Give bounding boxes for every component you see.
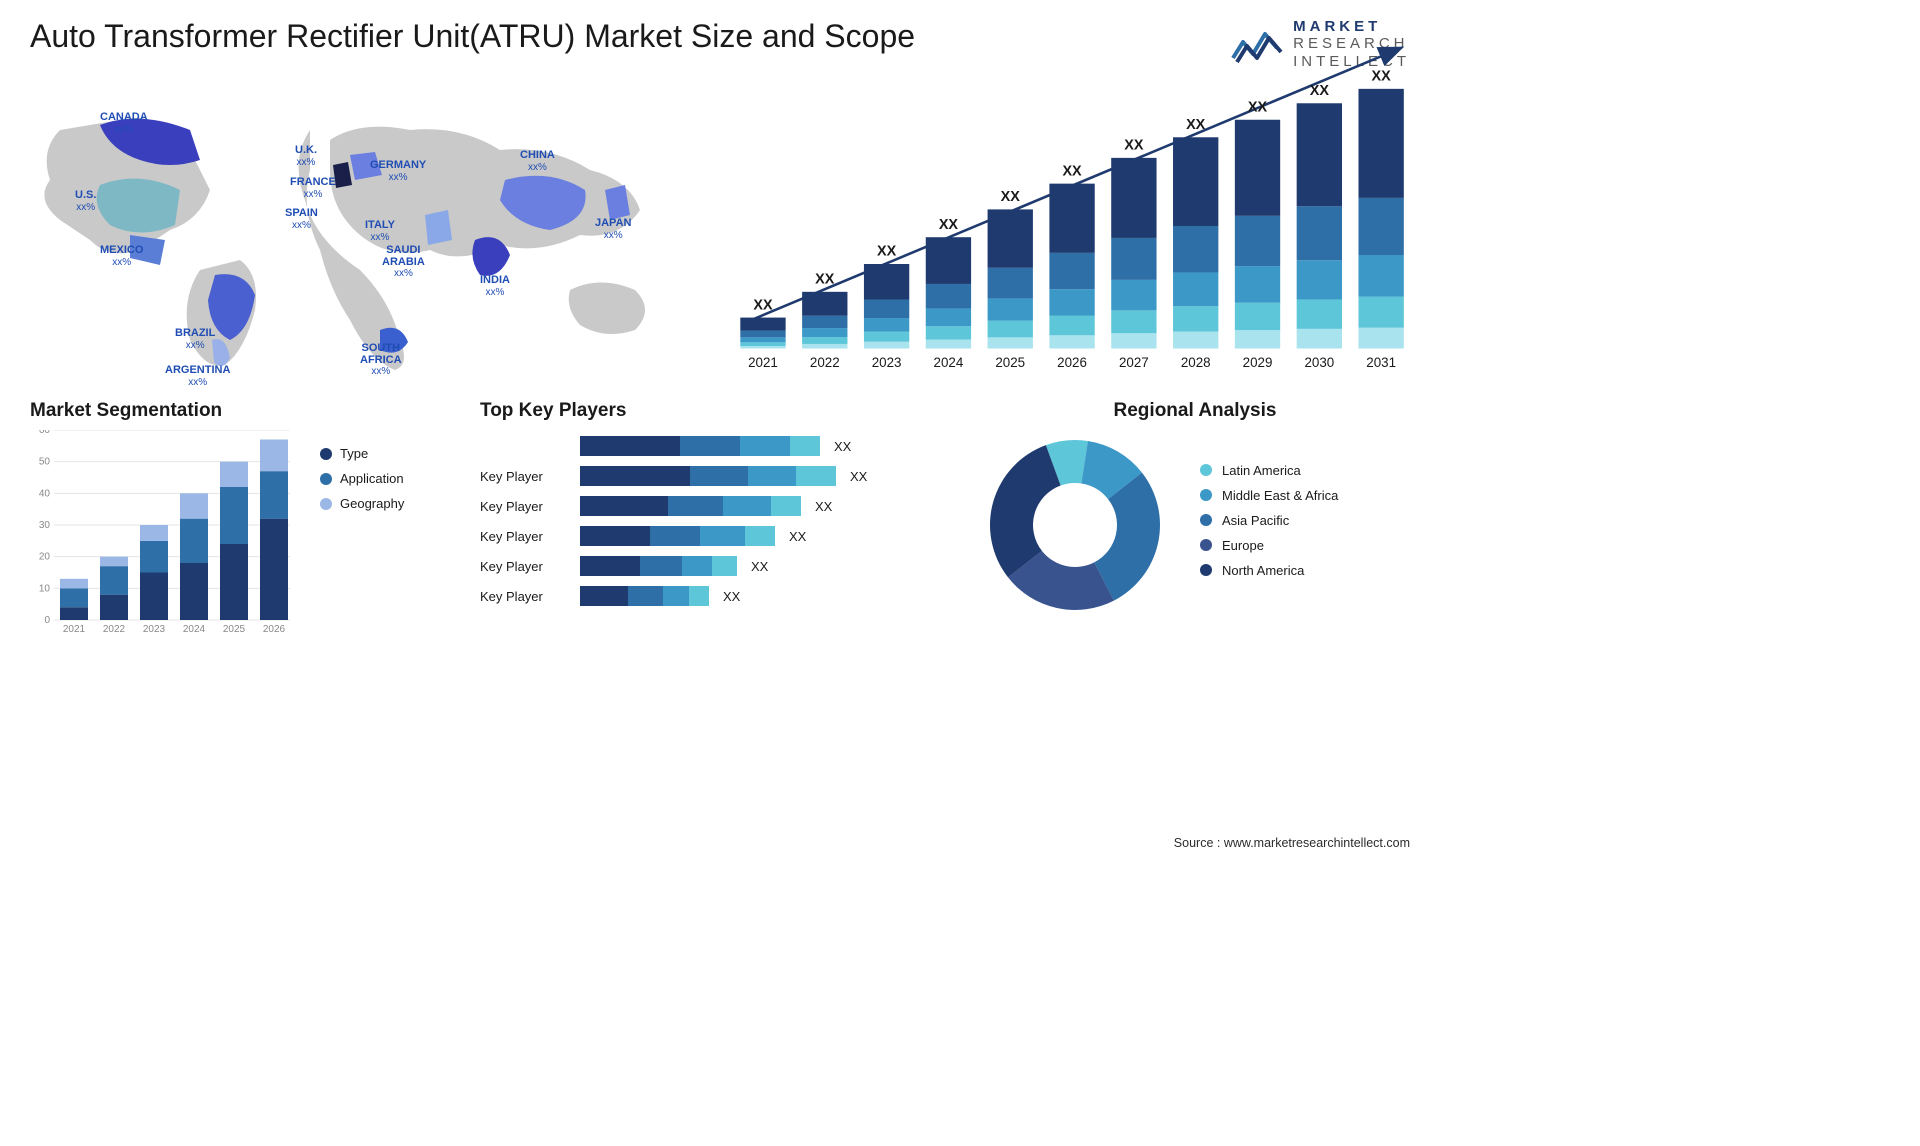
- svg-text:2030: 2030: [1304, 355, 1334, 370]
- svg-text:XX: XX: [877, 244, 897, 260]
- country-label: MEXICOxx%: [100, 245, 143, 268]
- country-label: BRAZILxx%: [175, 328, 215, 351]
- segmentation-legend: Type Application Geography: [320, 446, 404, 521]
- svg-text:2026: 2026: [263, 624, 286, 635]
- legend-item: Europe: [1200, 538, 1338, 553]
- svg-text:XX: XX: [753, 297, 773, 313]
- svg-text:30: 30: [39, 520, 51, 531]
- svg-text:2022: 2022: [103, 624, 126, 635]
- country-label: GERMANYxx%: [370, 160, 426, 183]
- svg-text:XX: XX: [1124, 138, 1144, 154]
- svg-text:50: 50: [39, 457, 51, 468]
- key-player-row: Key Player XX: [480, 464, 940, 488]
- svg-text:2024: 2024: [183, 624, 206, 635]
- legend-item: Middle East & Africa: [1200, 488, 1338, 503]
- key-player-label: Key Player: [480, 589, 580, 604]
- svg-text:XX: XX: [1062, 163, 1082, 179]
- svg-text:XX: XX: [1001, 189, 1021, 205]
- legend-item: Asia Pacific: [1200, 513, 1338, 528]
- page-title: Auto Transformer Rectifier Unit(ATRU) Ma…: [30, 18, 915, 55]
- country-label: FRANCExx%: [290, 177, 336, 200]
- regional-donut-chart: [980, 430, 1170, 620]
- svg-text:2023: 2023: [143, 624, 166, 635]
- key-player-row: Key Player XX: [480, 584, 940, 608]
- key-player-value: XX: [834, 439, 851, 454]
- svg-text:2027: 2027: [1119, 355, 1149, 370]
- key-player-label: Key Player: [480, 559, 580, 574]
- regional-title: Regional Analysis: [980, 400, 1410, 422]
- svg-text:XX: XX: [939, 217, 959, 233]
- key-player-label: Key Player: [480, 529, 580, 544]
- legend-item: Geography: [320, 496, 404, 511]
- key-player-row: Key Player XX: [480, 524, 940, 548]
- svg-text:XX: XX: [815, 272, 835, 288]
- legend-item: Application: [320, 471, 404, 486]
- logo-line1: MARKET: [1293, 18, 1410, 35]
- svg-text:XX: XX: [1310, 83, 1330, 99]
- key-player-row: Key Player XX: [480, 494, 940, 518]
- logo-mark-icon: [1231, 24, 1283, 64]
- svg-text:XX: XX: [1186, 117, 1206, 133]
- legend-item: North America: [1200, 563, 1338, 578]
- svg-text:40: 40: [39, 488, 51, 499]
- svg-text:2024: 2024: [934, 355, 964, 370]
- country-label: ITALYxx%: [365, 220, 395, 243]
- key-player-row: XX: [480, 434, 940, 458]
- country-label: SAUDIARABIAxx%: [382, 245, 425, 280]
- svg-text:XX: XX: [1248, 100, 1268, 116]
- legend-item: Type: [320, 446, 404, 461]
- country-label: ARGENTINAxx%: [165, 365, 230, 388]
- svg-text:XX: XX: [1372, 69, 1392, 85]
- world-map: CANADAxx%U.S.xx%MEXICOxx%BRAZILxx%ARGENT…: [30, 90, 690, 380]
- country-label: U.S.xx%: [75, 190, 96, 213]
- key-player-label: Key Player: [480, 469, 580, 484]
- key-player-value: XX: [815, 499, 832, 514]
- source-text: Source : www.marketresearchintellect.com: [1174, 836, 1410, 850]
- svg-text:2023: 2023: [872, 355, 902, 370]
- svg-text:20: 20: [39, 552, 51, 563]
- svg-text:60: 60: [39, 430, 51, 436]
- segmentation-title: Market Segmentation: [30, 400, 450, 422]
- logo-line3: INTELLECT: [1293, 53, 1410, 70]
- country-label: INDIAxx%: [480, 275, 510, 298]
- logo-line2: RESEARCH: [1293, 35, 1410, 52]
- key-player-row: Key Player XX: [480, 554, 940, 578]
- country-label: SOUTHAFRICAxx%: [360, 343, 402, 378]
- svg-text:2025: 2025: [223, 624, 246, 635]
- market-size-chart: XX 2021 XX 2022 XX 2023 XX 2024 XX 2025 XX 2026 XX 20…: [730, 80, 1410, 380]
- country-label: JAPANxx%: [595, 218, 631, 241]
- country-label: U.K.xx%: [295, 145, 317, 168]
- key-players-title: Top Key Players: [480, 400, 940, 422]
- legend-item: Latin America: [1200, 463, 1338, 478]
- brand-logo: MARKET RESEARCH INTELLECT: [1231, 18, 1410, 70]
- key-players-section: Top Key Players XXKey PlayerXXKey Player…: [480, 400, 940, 650]
- svg-text:2021: 2021: [63, 624, 86, 635]
- regional-analysis-section: Regional Analysis Latin America Middle Ea…: [980, 400, 1410, 650]
- key-player-label: Key Player: [480, 499, 580, 514]
- key-player-value: XX: [789, 529, 806, 544]
- country-label: CANADAxx%: [100, 112, 148, 135]
- key-player-value: XX: [850, 469, 867, 484]
- key-player-value: XX: [751, 559, 768, 574]
- country-label: SPAINxx%: [285, 208, 318, 231]
- segmentation-chart: 0 10 20 30 40 50 60 2021 2022 2023 2024 2025 2026: [30, 430, 290, 640]
- svg-text:2025: 2025: [995, 355, 1025, 370]
- market-segmentation-section: Market Segmentation 0 10 20 30 40 50 60 2021 202…: [30, 400, 450, 650]
- svg-text:2026: 2026: [1057, 355, 1087, 370]
- svg-text:2028: 2028: [1181, 355, 1211, 370]
- key-player-value: XX: [723, 589, 740, 604]
- svg-text:2022: 2022: [810, 355, 840, 370]
- svg-text:2021: 2021: [748, 355, 778, 370]
- svg-text:10: 10: [39, 583, 51, 594]
- svg-text:2031: 2031: [1366, 355, 1396, 370]
- svg-text:0: 0: [44, 615, 50, 626]
- regional-legend: Latin America Middle East & Africa Asia Pa…: [1200, 463, 1338, 588]
- svg-text:2029: 2029: [1243, 355, 1273, 370]
- country-label: CHINAxx%: [520, 150, 555, 173]
